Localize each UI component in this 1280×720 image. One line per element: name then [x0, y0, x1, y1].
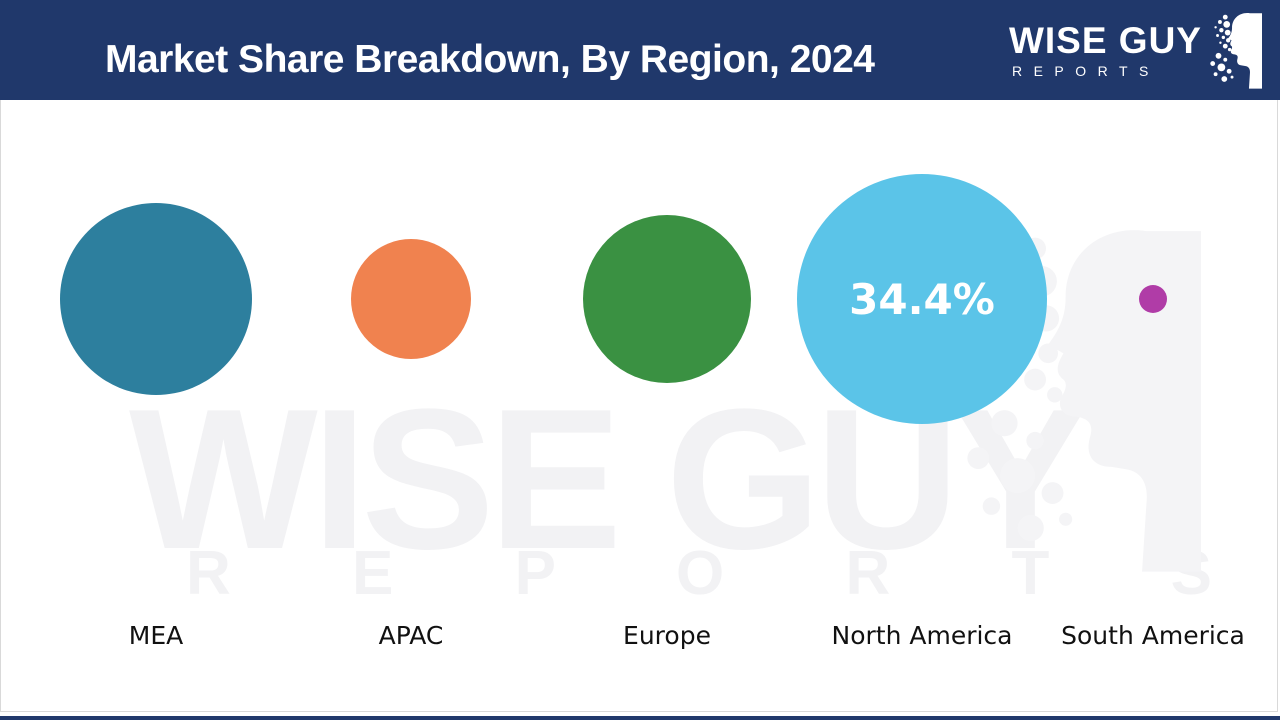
category-label-apac: APAC: [378, 621, 444, 650]
bubble-mea: [60, 203, 252, 395]
page-title: Market Share Breakdown, By Region, 2024: [105, 38, 875, 81]
category-label-north-america: North America: [831, 621, 1013, 650]
logo-wordmark: WISE GUY: [1008, 20, 1202, 61]
bubble-value-label-north-america: 34.4%: [849, 274, 995, 324]
watermark-subtitle: R E P O R T S: [186, 539, 1264, 608]
logo-face-icon: [1210, 13, 1262, 89]
chart-area: WISE GUY R E P O R T S MEA APAC Europe 34.4…: [0, 100, 1278, 712]
bubble-apac: [351, 239, 471, 359]
wise-guy-reports-logo: WISE GUY REPORTS: [1009, 8, 1262, 92]
category-label-south-america: South America: [1061, 621, 1245, 650]
logo-text: WISE GUY REPORTS: [1008, 20, 1202, 80]
footer-bar: [0, 716, 1280, 720]
bubble-north-america: 34.4%: [797, 174, 1047, 424]
bubble-europe: [583, 215, 751, 383]
category-label-mea: MEA: [128, 621, 184, 650]
bubble-south-america: [1139, 285, 1167, 313]
header-bar: Market Share Breakdown, By Region, 2024 …: [0, 0, 1280, 100]
logo-subtitle: REPORTS: [1011, 63, 1160, 79]
category-label-europe: Europe: [623, 621, 711, 650]
